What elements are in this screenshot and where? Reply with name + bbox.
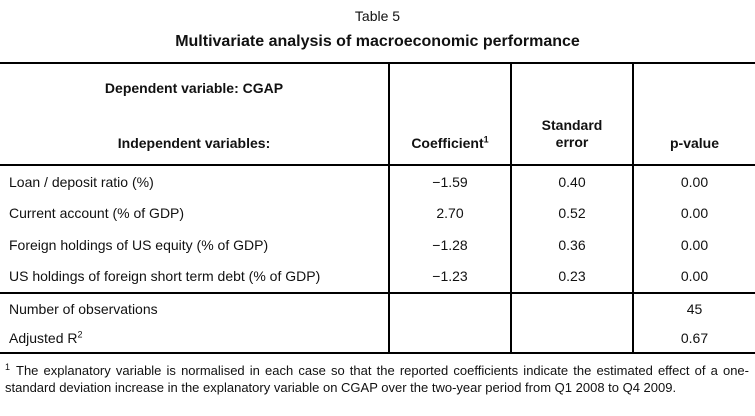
footnote-text: The explanatory variable is normalised i… [5,363,749,395]
footnote: 1 The explanatory variable is normalised … [0,362,755,396]
table-row: Loan / deposit ratio (%) −1.59 0.40 0.00 [0,166,755,198]
header-row: Dependent variable: CGAP Independent var… [0,64,755,166]
col-header-coefficient: Coefficient1 [388,64,510,164]
p-value-value: 0.00 [632,197,755,229]
empty-cell [388,323,510,352]
empty-cell [388,294,510,323]
coefficient-value: −1.59 [388,166,510,198]
row-label: Number of observations [9,300,158,317]
standard-error-label: Standard error [541,117,603,150]
r-squared-superscript: 2 [77,328,83,339]
coefficient-value: 2.70 [388,197,510,229]
observations-row: Number of observations 45 [0,294,755,323]
observations-value: 45 [632,294,755,323]
coefficient-value: −1.23 [388,260,510,292]
coefficient-footnote-marker: 1 [483,134,489,145]
adjusted-r-squared-value: 0.67 [632,323,755,352]
table-row: Current account (% of GDP) 2.70 0.52 0.0… [0,197,755,229]
col-header-standard-error: Standard error [510,64,632,164]
row-label: Foreign holdings of US equity (% of GDP) [9,236,269,253]
coefficient-label: Coefficient [411,135,484,151]
col-header-p-value: p-value [632,64,755,164]
table-row: US holdings of foreign short term debt (… [0,260,755,292]
row-label: US holdings of foreign short term debt (… [9,268,321,285]
row-label: Loan / deposit ratio (%) [9,173,154,190]
data-section: Loan / deposit ratio (%) −1.59 0.40 0.00… [0,166,755,294]
footnote-marker: 1 [5,361,11,372]
p-value-value: 0.00 [632,260,755,292]
empty-cell [510,323,632,352]
stats-section: Number of observations 45 Adjusted R2 0.… [0,294,755,352]
p-value-value: 0.00 [632,229,755,261]
dependent-variable-label: Dependent variable: CGAP [104,80,284,96]
row-label: Current account (% of GDP) [9,205,185,222]
standard-error-value: 0.52 [510,197,632,229]
table-title: Multivariate analysis of macroeconomic p… [175,33,580,50]
row-label: Adjusted R2 [9,328,83,346]
p-value-label: p-value [669,135,719,151]
empty-cell [510,294,632,323]
col-header-variables: Dependent variable: CGAP Independent var… [0,64,388,164]
standard-error-value: 0.36 [510,229,632,261]
p-value-value: 0.00 [632,166,755,198]
table-row: Foreign holdings of US equity (% of GDP)… [0,229,755,261]
table-caption: Table 5 [354,8,401,24]
coefficient-value: −1.28 [388,229,510,261]
standard-error-value: 0.23 [510,260,632,292]
standard-error-value: 0.40 [510,166,632,198]
results-table: Dependent variable: CGAP Independent var… [0,62,755,354]
independent-variables-label: Independent variables: [117,135,271,151]
adjusted-r-squared-row: Adjusted R2 0.67 [0,323,755,352]
